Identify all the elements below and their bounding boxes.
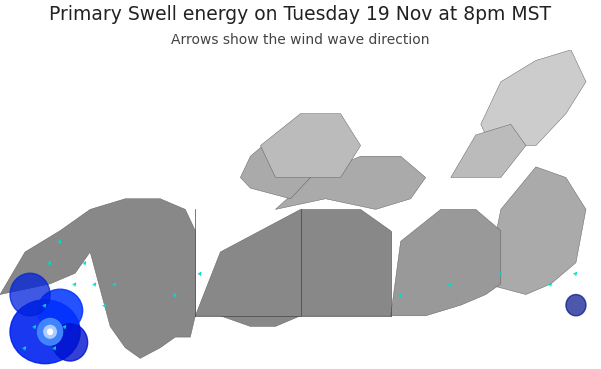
Polygon shape bbox=[391, 210, 501, 316]
Ellipse shape bbox=[10, 273, 50, 316]
Polygon shape bbox=[486, 167, 586, 294]
Polygon shape bbox=[481, 50, 586, 146]
Polygon shape bbox=[240, 135, 311, 199]
Polygon shape bbox=[0, 199, 195, 358]
Ellipse shape bbox=[566, 294, 586, 316]
Polygon shape bbox=[451, 124, 526, 177]
Polygon shape bbox=[195, 210, 391, 327]
Ellipse shape bbox=[44, 325, 56, 338]
Ellipse shape bbox=[38, 289, 83, 332]
Text: Arrows show the wind wave direction: Arrows show the wind wave direction bbox=[171, 33, 430, 47]
Ellipse shape bbox=[47, 329, 53, 334]
Polygon shape bbox=[260, 114, 361, 177]
Polygon shape bbox=[275, 156, 426, 210]
Ellipse shape bbox=[38, 318, 63, 345]
Ellipse shape bbox=[53, 324, 88, 361]
Text: Primary Swell energy on Tuesday 19 Nov at 8pm MST: Primary Swell energy on Tuesday 19 Nov a… bbox=[49, 6, 552, 24]
Ellipse shape bbox=[10, 300, 80, 364]
